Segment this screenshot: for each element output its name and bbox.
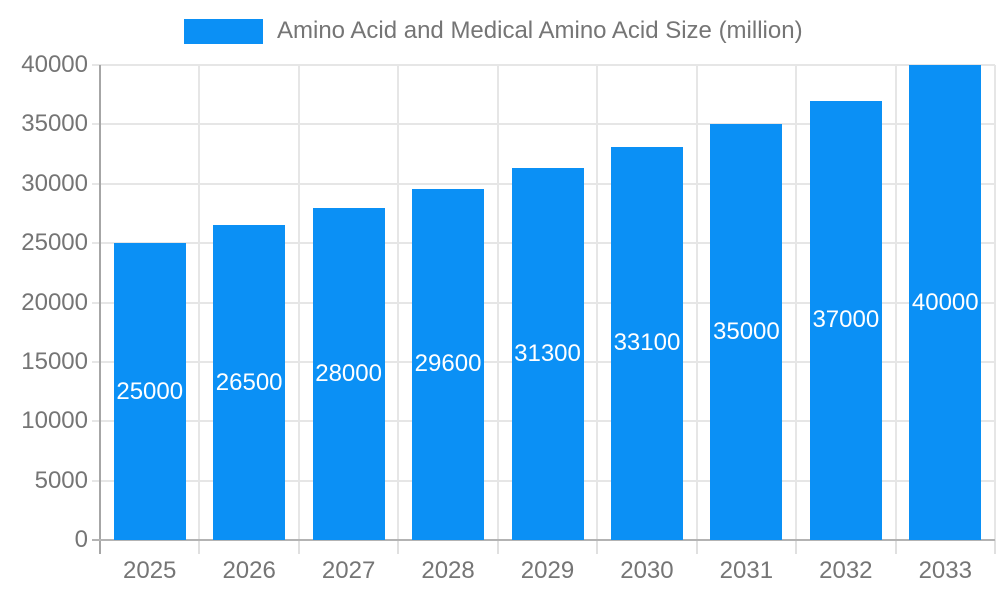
gridline-v — [994, 65, 996, 540]
gridline-h — [92, 64, 995, 66]
bar-value-label: 33100 — [613, 329, 681, 357]
x-axis-tick — [397, 540, 400, 554]
gridline-v — [695, 65, 698, 540]
bar — [909, 65, 982, 540]
y-tick-label: 25000 — [21, 229, 88, 257]
gridline-v — [397, 65, 400, 540]
x-tick-label: 2031 — [719, 557, 774, 584]
gridline-v — [894, 65, 897, 540]
x-axis-tick — [596, 540, 599, 554]
bar — [312, 207, 385, 540]
bar-value-label: 40000 — [911, 288, 979, 316]
bar — [809, 100, 882, 540]
bar — [511, 168, 584, 540]
x-tick-label: 2027 — [321, 557, 376, 584]
x-tick-label: 2032 — [819, 557, 873, 584]
bar-value-label: 28000 — [315, 359, 382, 387]
x-tick-label: 2029 — [520, 557, 575, 584]
y-tick-label: 35000 — [21, 110, 88, 138]
x-axis-tick — [894, 540, 897, 554]
bar — [710, 124, 783, 540]
chart-legend[interactable]: Amino Acid and Medical Amino Acid Size (… — [184, 17, 803, 45]
y-tick-label: 10000 — [21, 407, 88, 435]
y-tick-label: 30000 — [21, 169, 88, 197]
x-axis-tick — [496, 540, 499, 554]
x-tick-label: 2026 — [222, 557, 276, 584]
bar-value-label: 35000 — [713, 318, 780, 346]
bar-value-label: 25000 — [116, 377, 184, 405]
gridline-v — [297, 65, 300, 540]
bar-value-label: 26500 — [215, 368, 283, 396]
x-axis-tick — [297, 540, 300, 554]
bar-value-label: 37000 — [812, 306, 880, 334]
x-axis-baseline — [92, 539, 995, 541]
gridline-v — [198, 65, 201, 540]
chart-title: Amino Acid and Medical Amino Acid Size (… — [277, 17, 803, 44]
x-tick-label: 2025 — [123, 557, 177, 584]
y-tick-label: 40000 — [21, 51, 88, 78]
legend-swatch — [184, 18, 263, 44]
gridline-h — [92, 123, 995, 126]
bar-value-label: 31300 — [514, 340, 581, 368]
x-axis-tick — [994, 540, 996, 554]
x-axis-tick — [795, 540, 798, 554]
y-tick-label: 0 — [74, 526, 88, 553]
x-axis-tick — [198, 540, 201, 554]
bar-value-label: 29600 — [414, 350, 482, 378]
bar — [113, 243, 186, 540]
gridline-v — [596, 65, 599, 540]
bar — [610, 146, 683, 540]
bar — [412, 188, 485, 540]
y-axis-line — [99, 65, 101, 554]
x-tick-label: 2028 — [421, 557, 475, 584]
x-tick-label: 2030 — [620, 557, 674, 584]
bar — [213, 225, 286, 540]
gridline-v — [795, 65, 798, 540]
y-tick-label: 20000 — [21, 288, 88, 316]
x-tick-label: 2033 — [918, 557, 972, 584]
y-tick-label: 15000 — [21, 347, 88, 375]
x-axis-tick — [695, 540, 698, 554]
gridline-v — [496, 65, 499, 540]
y-tick-label: 5000 — [34, 466, 88, 494]
